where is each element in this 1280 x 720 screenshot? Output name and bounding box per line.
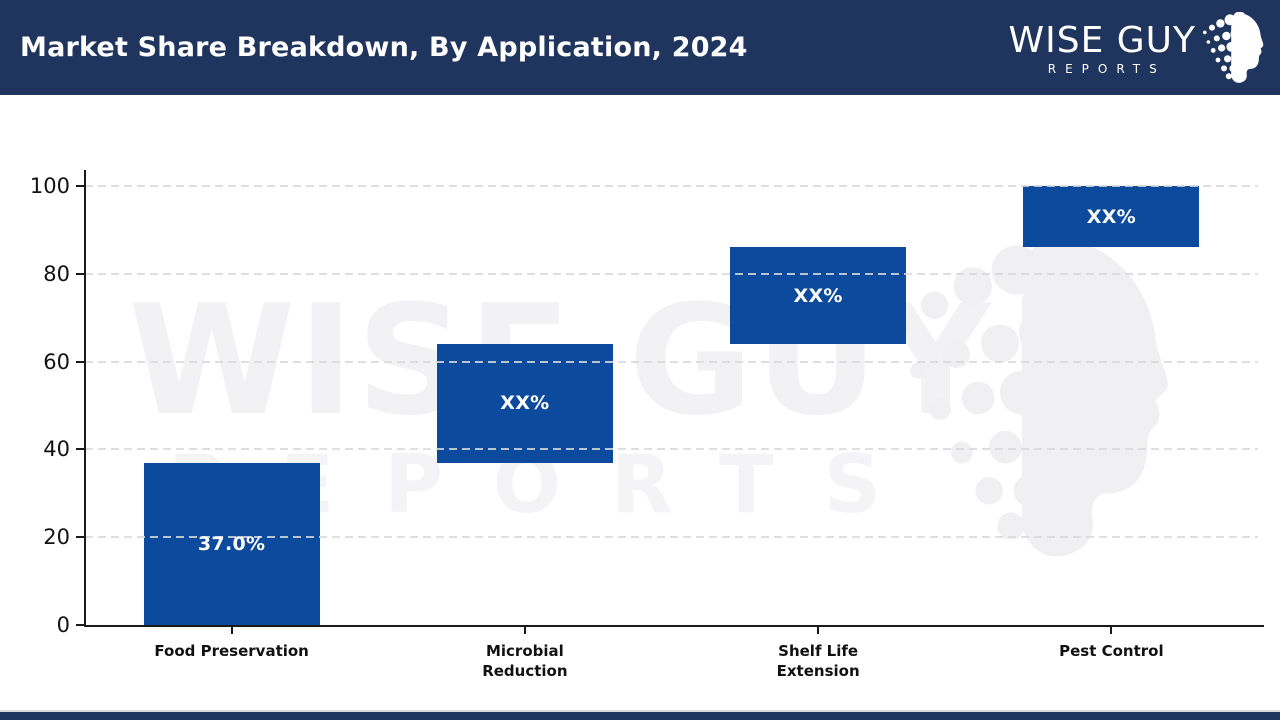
y-tick-label: 20 (43, 525, 70, 550)
bar (730, 247, 907, 345)
bar (143, 462, 320, 625)
logo-wordmark: WISE GUY REPORTS (1008, 19, 1197, 76)
y-tick-mark (76, 272, 84, 275)
page-title: Market Share Breakdown, By Application, … (20, 32, 748, 63)
x-category-label: Shelf Life Extension (776, 642, 860, 680)
y-tick-label: 60 (43, 349, 70, 374)
bar-value-label: XX% (793, 284, 843, 307)
bar (436, 344, 613, 463)
logo: WISE GUY REPORTS (1009, 8, 1267, 88)
x-category-label: Pest Control (1059, 642, 1164, 660)
logo-text-wiseguy: WISE GUY (1008, 19, 1196, 61)
gridline (85, 536, 1258, 539)
header-bar: Market Share Breakdown, By Application, … (0, 0, 1280, 95)
bar-value-label: 37.0% (197, 532, 266, 555)
bar-value-label: XX% (500, 392, 550, 415)
bar (1023, 186, 1200, 248)
y-tick-label: 0 (56, 613, 70, 637)
y-tick-mark (76, 448, 84, 451)
y-tick-mark (76, 624, 84, 626)
y-tick-label: 80 (43, 261, 70, 286)
watermark-face-icon (880, 228, 1180, 568)
gridline (85, 185, 1258, 187)
y-tick-label: 40 (43, 437, 70, 462)
y-tick-mark (76, 536, 84, 539)
gridline (85, 360, 1258, 363)
y-axis-line (84, 170, 86, 627)
gridline (85, 272, 1258, 275)
logo-text-reports: REPORTS (1047, 61, 1166, 76)
x-axis-line (84, 625, 1264, 627)
gridline (85, 448, 1258, 451)
y-tick-label: 100 (29, 174, 70, 198)
x-category-label: Food Preservation (154, 642, 309, 660)
x-tick-mark (523, 627, 526, 634)
bar-value-label: XX% (1086, 205, 1136, 228)
footer-bar (0, 710, 1280, 720)
logo-face-icon (1200, 11, 1266, 85)
x-category-label: Microbial Reduction (482, 642, 568, 680)
x-tick-mark (817, 627, 820, 634)
x-tick-mark (1110, 627, 1113, 634)
x-tick-mark (230, 627, 233, 634)
y-tick-mark (76, 360, 84, 363)
y-tick-mark (76, 185, 84, 187)
